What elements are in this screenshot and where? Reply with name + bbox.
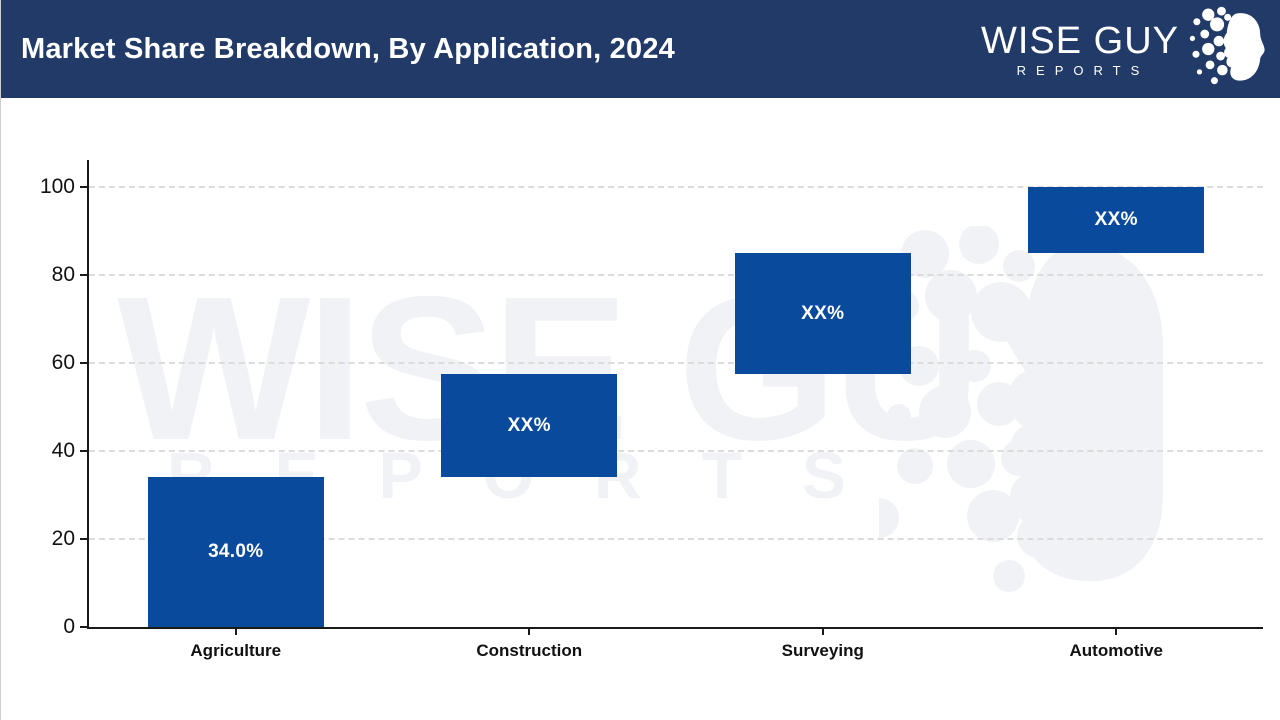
y-tick-mark bbox=[80, 274, 87, 276]
x-tick-mark bbox=[234, 629, 237, 635]
bar-surveying: XX% bbox=[734, 253, 911, 374]
watermark-face-icon bbox=[879, 226, 1163, 592]
y-tick-mark bbox=[80, 538, 87, 540]
page-title: Market Share Breakdown, By Application, … bbox=[21, 32, 675, 65]
category-label: Automotive bbox=[1069, 641, 1164, 660]
bar-value-label: XX% bbox=[1094, 209, 1138, 230]
x-tick-mark bbox=[821, 629, 824, 635]
y-tick-label: 0 bbox=[63, 615, 75, 638]
bar-agriculture: 34.0% bbox=[147, 477, 324, 627]
bar-automotive: XX% bbox=[1028, 187, 1205, 253]
brand-subname: REPORTS bbox=[1016, 62, 1150, 78]
brand-name: WISE GUY bbox=[980, 19, 1179, 62]
bar-construction: XX% bbox=[441, 374, 618, 478]
y-tick-label: 60 bbox=[51, 351, 75, 374]
y-tick-mark bbox=[80, 450, 87, 452]
header-bar: Market Share Breakdown, By Application, … bbox=[1, 0, 1280, 98]
gridline bbox=[89, 274, 1263, 276]
bar-value-label: XX% bbox=[801, 302, 845, 324]
brand-logo-text: WISE GUY REPORTS bbox=[981, 22, 1179, 77]
gridline bbox=[89, 186, 1263, 188]
gridline bbox=[89, 362, 1263, 364]
watermark-layer: WISE GUY REPORTS bbox=[1, 98, 1280, 720]
y-tick-label: 100 bbox=[39, 175, 75, 198]
x-axis-line bbox=[87, 627, 1263, 629]
category-label: Surveying bbox=[781, 641, 864, 660]
dotted-face-logo-icon bbox=[1189, 6, 1265, 85]
chart-area: WISE GUY REPORTS 0 20 40 60 80 100 34.0% Agricu… bbox=[1, 98, 1280, 720]
x-tick-mark bbox=[528, 629, 531, 635]
y-tick-label: 40 bbox=[51, 439, 75, 462]
bar-value-label: 34.0% bbox=[208, 541, 264, 563]
gridline bbox=[89, 450, 1263, 452]
x-tick-mark bbox=[1115, 629, 1118, 635]
y-tick-label: 20 bbox=[51, 527, 75, 550]
category-label: Construction bbox=[476, 641, 583, 660]
y-tick-mark bbox=[80, 186, 87, 188]
y-axis-line bbox=[87, 160, 89, 629]
brand-logo: WISE GUY REPORTS bbox=[981, 5, 1267, 93]
y-tick-mark bbox=[80, 626, 87, 628]
bar-value-label: XX% bbox=[507, 414, 551, 436]
y-tick-label: 80 bbox=[51, 263, 75, 286]
category-label: Agriculture bbox=[190, 641, 282, 660]
gridline bbox=[89, 538, 1263, 540]
y-tick-mark bbox=[80, 362, 87, 364]
